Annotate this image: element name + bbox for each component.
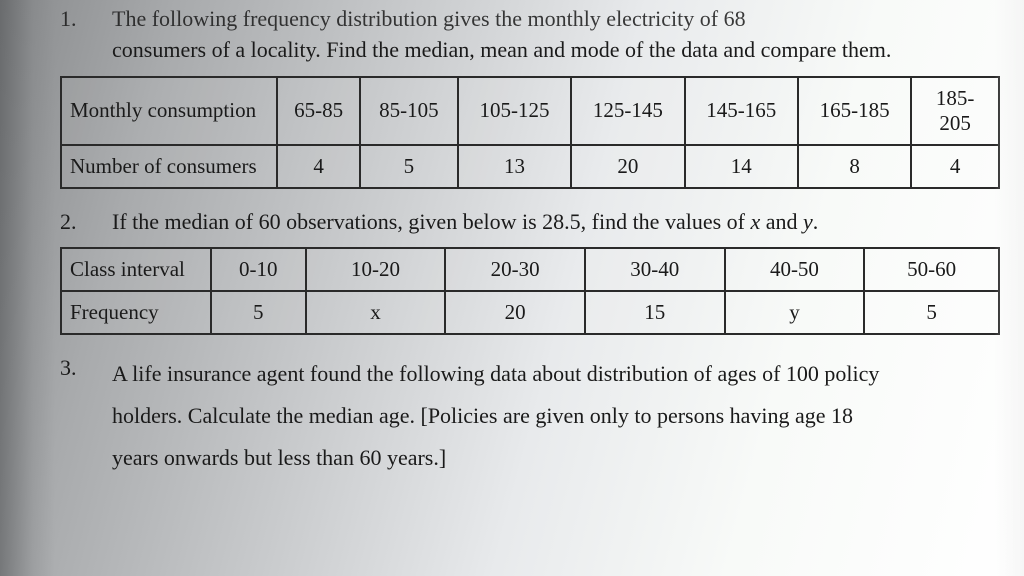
cell: 145-165 (685, 77, 798, 145)
q3-number: 3. (60, 353, 84, 395)
cell: 5 (360, 145, 458, 188)
q1-table: Monthly consumption 65-85 85-105 105-125… (60, 76, 1000, 189)
cell: 5 (211, 291, 306, 334)
q3-text-a: A life insurance agent found the followi… (112, 353, 1014, 395)
page-left-shadow (0, 0, 55, 576)
cell: 13 (458, 145, 571, 188)
cell: 10-20 (306, 248, 446, 291)
q1-line-1: 1. The following frequency distribution … (60, 4, 1014, 35)
cell: 4 (911, 145, 999, 188)
period: . (813, 209, 819, 234)
q2-row1-label: Class interval (61, 248, 211, 291)
cell: 20-30 (445, 248, 585, 291)
cell: 30-40 (585, 248, 725, 291)
cell: 105-125 (458, 77, 571, 145)
cell: 0-10 (211, 248, 306, 291)
question-3: 3. A life insurance agent found the foll… (60, 353, 1014, 478)
cell: 14 (685, 145, 798, 188)
question-1: 1. The following frequency distribution … (60, 4, 1014, 189)
cell: x (306, 291, 446, 334)
cell: 50-60 (864, 248, 999, 291)
table-row: Class interval 0-10 10-20 20-30 30-40 40… (61, 248, 999, 291)
q1-row1-label: Monthly consumption (61, 77, 277, 145)
q1-row2-label: Number of consumers (61, 145, 277, 188)
and-word: and (760, 209, 803, 234)
cell: 165-185 (798, 77, 911, 145)
cell: 20 (571, 145, 684, 188)
q3-text-b: holders. Calculate the median age. [Poli… (112, 395, 1014, 437)
cell: 40-50 (725, 248, 865, 291)
cell: y (725, 291, 865, 334)
table-row: Number of consumers 4 5 13 20 14 8 4 (61, 145, 999, 188)
cell: 8 (798, 145, 911, 188)
cell: 185-205 (911, 77, 999, 145)
cell: 5 (864, 291, 999, 334)
cell: 125-145 (571, 77, 684, 145)
cell: 65-85 (277, 77, 359, 145)
q2-number: 2. (60, 207, 84, 238)
q2-text: If the median of 60 observations, given … (112, 207, 1014, 238)
q3-line-1: 3. A life insurance agent found the foll… (60, 353, 1014, 395)
table-row: Monthly consumption 65-85 85-105 105-125… (61, 77, 999, 145)
q2-text-a: If the median of 60 observations, given … (112, 209, 750, 234)
q2-table: Class interval 0-10 10-20 20-30 30-40 40… (60, 247, 1000, 335)
q3-line-2: holders. Calculate the median age. [Poli… (60, 395, 1014, 437)
table-row: Frequency 5 x 20 15 y 5 (61, 291, 999, 334)
cell: 15 (585, 291, 725, 334)
q2-row2-label: Frequency (61, 291, 211, 334)
x-variable: x (750, 209, 760, 234)
q3-text-c: years onwards but less than 60 years.] (112, 437, 1014, 479)
cell: 20 (445, 291, 585, 334)
q1-line-2: consumers of a locality. Find the median… (60, 35, 1014, 66)
question-2: 2. If the median of 60 observations, giv… (60, 207, 1014, 336)
cell: 85-105 (360, 77, 458, 145)
q2-line: 2. If the median of 60 observations, giv… (60, 207, 1014, 238)
q1-number: 1. (60, 4, 84, 35)
q1-text-b: consumers of a locality. Find the median… (112, 35, 1014, 66)
cell: 4 (277, 145, 359, 188)
y-variable: y (803, 209, 813, 234)
q3-line-3: years onwards but less than 60 years.] (60, 437, 1014, 479)
q1-text-a: The following frequency distribution giv… (112, 4, 1014, 35)
